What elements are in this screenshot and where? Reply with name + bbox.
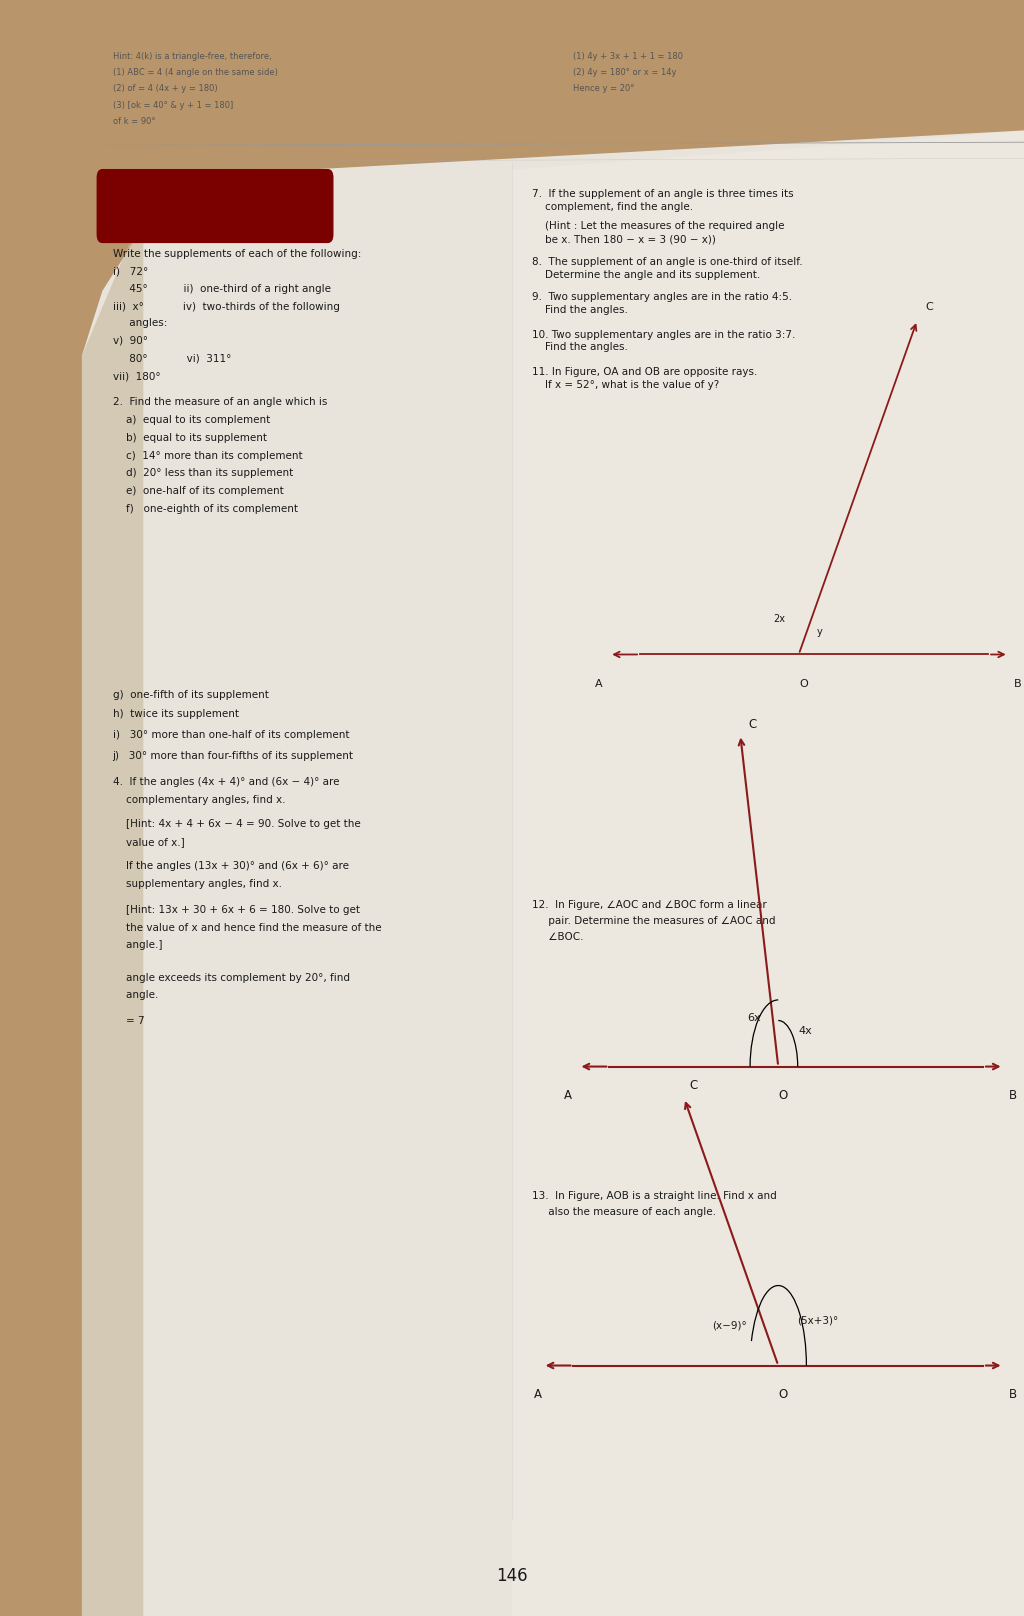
Text: 9.  Two supplementary angles are in the ratio 4:5.: 9. Two supplementary angles are in the r… bbox=[532, 292, 793, 302]
Text: 4.  If the angles (4x + 4)° and (6x − 4)° are: 4. If the angles (4x + 4)° and (6x − 4)°… bbox=[113, 777, 339, 787]
Text: f)   one-eighth of its complement: f) one-eighth of its complement bbox=[113, 504, 298, 514]
Text: angle.: angle. bbox=[113, 991, 158, 1000]
Text: iii)  x°            iv)  two-thirds of the following: iii) x° iv) two-thirds of the following bbox=[113, 302, 340, 312]
Text: Find the angles.: Find the angles. bbox=[532, 343, 629, 352]
Text: vii)  180°: vii) 180° bbox=[113, 372, 161, 381]
Text: complement, find the angle.: complement, find the angle. bbox=[532, 202, 693, 212]
Polygon shape bbox=[512, 129, 1024, 1616]
Text: B: B bbox=[1014, 679, 1021, 688]
Text: g)  one-fifth of its supplement: g) one-fifth of its supplement bbox=[113, 690, 268, 700]
Text: 12.  In Figure, ∠AOC and ∠BOC form a linear: 12. In Figure, ∠AOC and ∠BOC form a line… bbox=[532, 900, 767, 910]
Text: O: O bbox=[778, 1089, 788, 1102]
Text: 7.  If the supplement of an angle is three times its: 7. If the supplement of an angle is thre… bbox=[532, 189, 794, 199]
Text: (1) 4y + 3x + 1 + 1 = 180: (1) 4y + 3x + 1 + 1 = 180 bbox=[573, 52, 683, 61]
Text: angle.]: angle.] bbox=[113, 941, 162, 950]
Text: O: O bbox=[800, 679, 808, 688]
Text: the value of x and hence find the measure of the: the value of x and hence find the measur… bbox=[113, 923, 381, 932]
Text: a)  equal to its complement: a) equal to its complement bbox=[113, 415, 270, 425]
Text: 13.  In Figure, AOB is a straight line. Find x and: 13. In Figure, AOB is a straight line. F… bbox=[532, 1191, 777, 1201]
Text: Write the supplements of each of the following:: Write the supplements of each of the fol… bbox=[113, 249, 361, 259]
Text: pair. Determine the measures of ∠AOC and: pair. Determine the measures of ∠AOC and bbox=[532, 916, 776, 926]
Text: 2.  Find the measure of an angle which is: 2. Find the measure of an angle which is bbox=[113, 398, 327, 407]
Text: 45°           ii)  one-third of a right angle: 45° ii) one-third of a right angle bbox=[113, 284, 331, 294]
Text: also the measure of each angle.: also the measure of each angle. bbox=[532, 1207, 717, 1217]
Text: If the angles (13x + 30)° and (6x + 6)° are: If the angles (13x + 30)° and (6x + 6)° … bbox=[113, 861, 348, 871]
Text: B: B bbox=[1009, 1388, 1017, 1401]
Text: e)  one-half of its complement: e) one-half of its complement bbox=[113, 486, 284, 496]
FancyBboxPatch shape bbox=[97, 170, 333, 242]
Text: Determine the angle and its supplement.: Determine the angle and its supplement. bbox=[532, 270, 761, 280]
Text: Hence y = 20°: Hence y = 20° bbox=[573, 84, 635, 94]
Text: 146: 146 bbox=[497, 1566, 527, 1585]
Polygon shape bbox=[82, 210, 143, 1616]
Text: (Hint : Let the measures of the required angle: (Hint : Let the measures of the required… bbox=[532, 221, 785, 231]
Text: (x−9)°: (x−9)° bbox=[712, 1320, 746, 1330]
Text: j)   30° more than four-fifths of its supplement: j) 30° more than four-fifths of its supp… bbox=[113, 751, 353, 761]
Text: (5x+3)°: (5x+3)° bbox=[797, 1315, 838, 1325]
Text: be x. Then 180 − x = 3 (90 − x)): be x. Then 180 − x = 3 (90 − x)) bbox=[532, 234, 717, 244]
Text: i)   30° more than one-half of its complement: i) 30° more than one-half of its complem… bbox=[113, 730, 349, 740]
Text: v)  90°: v) 90° bbox=[113, 336, 147, 346]
Text: b)  equal to its supplement: b) equal to its supplement bbox=[113, 433, 266, 443]
Text: 8.  The supplement of an angle is one-third of itself.: 8. The supplement of an angle is one-thi… bbox=[532, 257, 803, 267]
Text: 6x: 6x bbox=[748, 1013, 761, 1023]
Text: C: C bbox=[689, 1079, 697, 1092]
Text: i)   72°: i) 72° bbox=[113, 267, 147, 276]
Text: angles:: angles: bbox=[113, 318, 167, 328]
Text: 10. Two supplementary angles are in the ratio 3:7.: 10. Two supplementary angles are in the … bbox=[532, 330, 796, 339]
Text: A: A bbox=[564, 1089, 572, 1102]
Text: Find the angles.: Find the angles. bbox=[532, 305, 629, 315]
Text: (3) [ok = 40° & y + 1 = 180]: (3) [ok = 40° & y + 1 = 180] bbox=[113, 100, 232, 110]
Text: d)  20° less than its supplement: d) 20° less than its supplement bbox=[113, 469, 293, 478]
Text: [Hint: 4x + 4 + 6x − 4 = 90. Solve to get the: [Hint: 4x + 4 + 6x − 4 = 90. Solve to ge… bbox=[113, 819, 360, 829]
Text: 80°            vi)  311°: 80° vi) 311° bbox=[113, 354, 231, 364]
Text: (2) of = 4 (4x + y = 180): (2) of = 4 (4x + y = 180) bbox=[113, 84, 217, 94]
Text: angle exceeds its complement by 20°, find: angle exceeds its complement by 20°, fin… bbox=[113, 973, 349, 983]
Text: If x = 52°, what is the value of y?: If x = 52°, what is the value of y? bbox=[532, 380, 720, 389]
Text: O: O bbox=[778, 1388, 788, 1401]
Text: C: C bbox=[926, 302, 933, 312]
Text: complementary angles, find x.: complementary angles, find x. bbox=[113, 795, 285, 805]
Text: (2) 4y = 180° or x = 14y: (2) 4y = 180° or x = 14y bbox=[573, 68, 677, 78]
Text: [Hint: 13x + 30 + 6x + 6 = 180. Solve to get: [Hint: 13x + 30 + 6x + 6 = 180. Solve to… bbox=[113, 905, 359, 915]
Text: Exercise 8.1: Exercise 8.1 bbox=[175, 199, 255, 212]
Text: value of x.]: value of x.] bbox=[113, 837, 184, 847]
Text: supplementary angles, find x.: supplementary angles, find x. bbox=[113, 879, 282, 889]
Text: = 7: = 7 bbox=[113, 1016, 144, 1026]
Text: A: A bbox=[534, 1388, 542, 1401]
Text: A: A bbox=[595, 679, 603, 688]
Text: ∠BOC.: ∠BOC. bbox=[532, 932, 584, 942]
Polygon shape bbox=[82, 129, 1024, 1616]
Text: 11. In Figure, OA and OB are opposite rays.: 11. In Figure, OA and OB are opposite ra… bbox=[532, 367, 758, 377]
Text: (1) ABC = 4 (4 angle on the same side): (1) ABC = 4 (4 angle on the same side) bbox=[113, 68, 278, 78]
Text: y: y bbox=[817, 627, 823, 637]
Text: of k = 90°: of k = 90° bbox=[113, 116, 156, 126]
Text: h)  twice its supplement: h) twice its supplement bbox=[113, 709, 239, 719]
Text: B: B bbox=[1009, 1089, 1017, 1102]
Text: 4x: 4x bbox=[799, 1026, 812, 1036]
Text: 2x: 2x bbox=[773, 614, 785, 624]
Text: Hint: 4(k) is a triangle-free, therefore,: Hint: 4(k) is a triangle-free, therefore… bbox=[113, 52, 271, 61]
Text: c)  14° more than its complement: c) 14° more than its complement bbox=[113, 451, 302, 461]
Text: C: C bbox=[749, 719, 757, 732]
